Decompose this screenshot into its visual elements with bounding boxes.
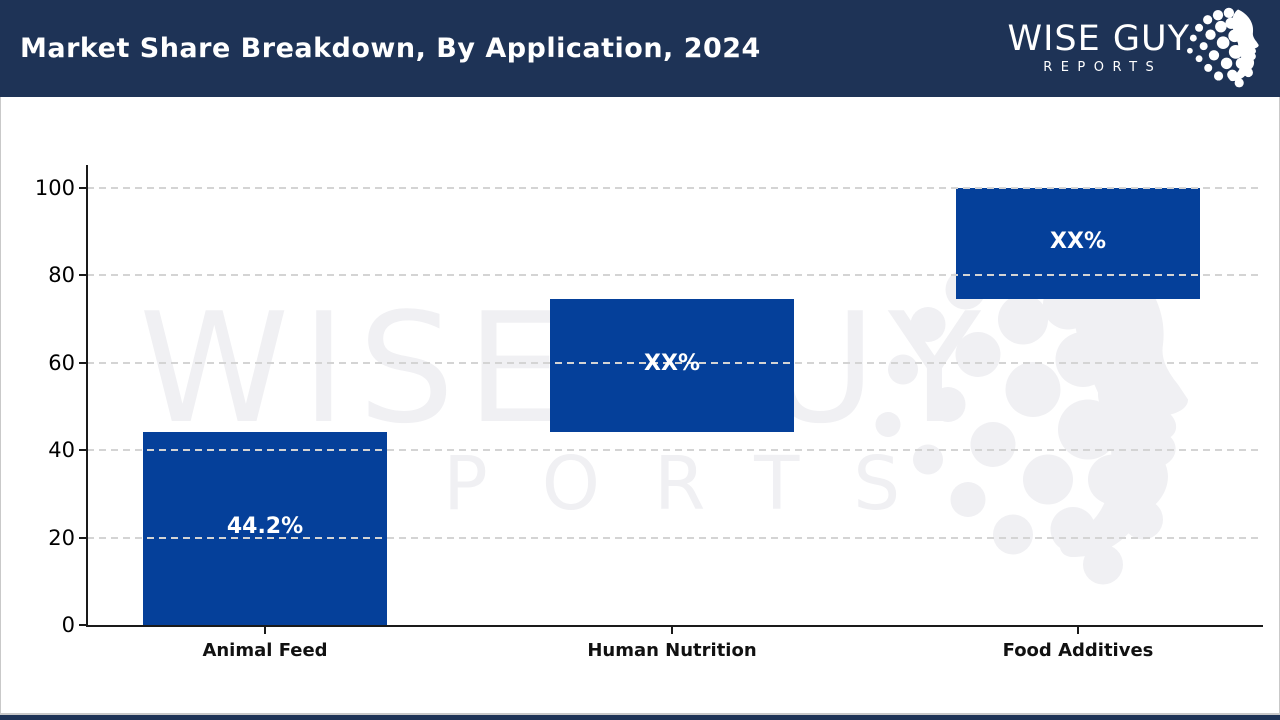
y-tick-label-60: 60: [48, 350, 75, 375]
y-tick-mark-100: [79, 186, 86, 189]
x-tick-mark-animal-feed: [264, 627, 266, 634]
footer-bar: [0, 715, 1280, 720]
logo-text: WISE GUY REPORTS: [1007, 19, 1190, 76]
y-tick-mark-40: [79, 449, 86, 451]
bar-value-label-food-additives: XX%: [1050, 229, 1106, 255]
x-category-label-animal-feed: Animal Feed: [202, 640, 328, 661]
x-category-label-human-nutrition: Human Nutrition: [587, 640, 757, 661]
gridline-40: [87, 449, 1263, 451]
bar-value-label-animal-feed: 44.2%: [226, 514, 304, 540]
bar-animal-feed: [143, 431, 387, 625]
bar-food-additives: [956, 187, 1200, 299]
y-tick-mark-20: [79, 536, 86, 539]
logo-reports-text: REPORTS: [1043, 60, 1163, 75]
logo-wiseguy-text: WISE GUY: [1007, 19, 1190, 59]
y-tick-label-80: 80: [48, 263, 75, 287]
y-tick-label-20: 20: [48, 525, 75, 550]
y-tick-mark-0: [79, 624, 86, 626]
gridline-100: [87, 186, 1263, 189]
wiseguy-logo: WISE GUY REPORTS: [1007, 0, 1270, 97]
y-tick-label-40: 40: [48, 438, 75, 462]
logo-face-icon: [1187, 7, 1259, 87]
x-axis-spine: [86, 625, 1263, 627]
y-axis-spine: [86, 165, 88, 627]
bar-value-label-human-nutrition: XX%: [644, 351, 700, 377]
x-category-label-food-additives: Food Additives: [1002, 640, 1154, 661]
header-bar: Market Share Breakdown, By Application, …: [0, 0, 1280, 97]
bar-human-nutrition: [550, 298, 794, 432]
x-tick-mark-human-nutrition: [671, 627, 673, 634]
gridline-60: [87, 361, 1263, 364]
y-tick-label-100: 100: [34, 175, 75, 200]
page-title: Market Share Breakdown, By Application, …: [20, 33, 761, 64]
gridline-80: [87, 274, 1263, 276]
y-tick-mark-60: [79, 361, 86, 364]
plot-area: 0 20 40 60 80 100 44.2% XX% XX% Animal Feed Human …: [1, 97, 1279, 713]
watermark-face-icon: [875, 237, 1188, 585]
y-tick-mark-80: [79, 274, 86, 276]
y-tick-label-0: 0: [61, 613, 75, 637]
chart-area: WISE GUY REPORTS 0 20 40 60 80 100 44.2% XX% XX%…: [0, 97, 1280, 715]
gridline-20: [87, 536, 1263, 539]
x-tick-mark-food-additives: [1077, 627, 1079, 634]
